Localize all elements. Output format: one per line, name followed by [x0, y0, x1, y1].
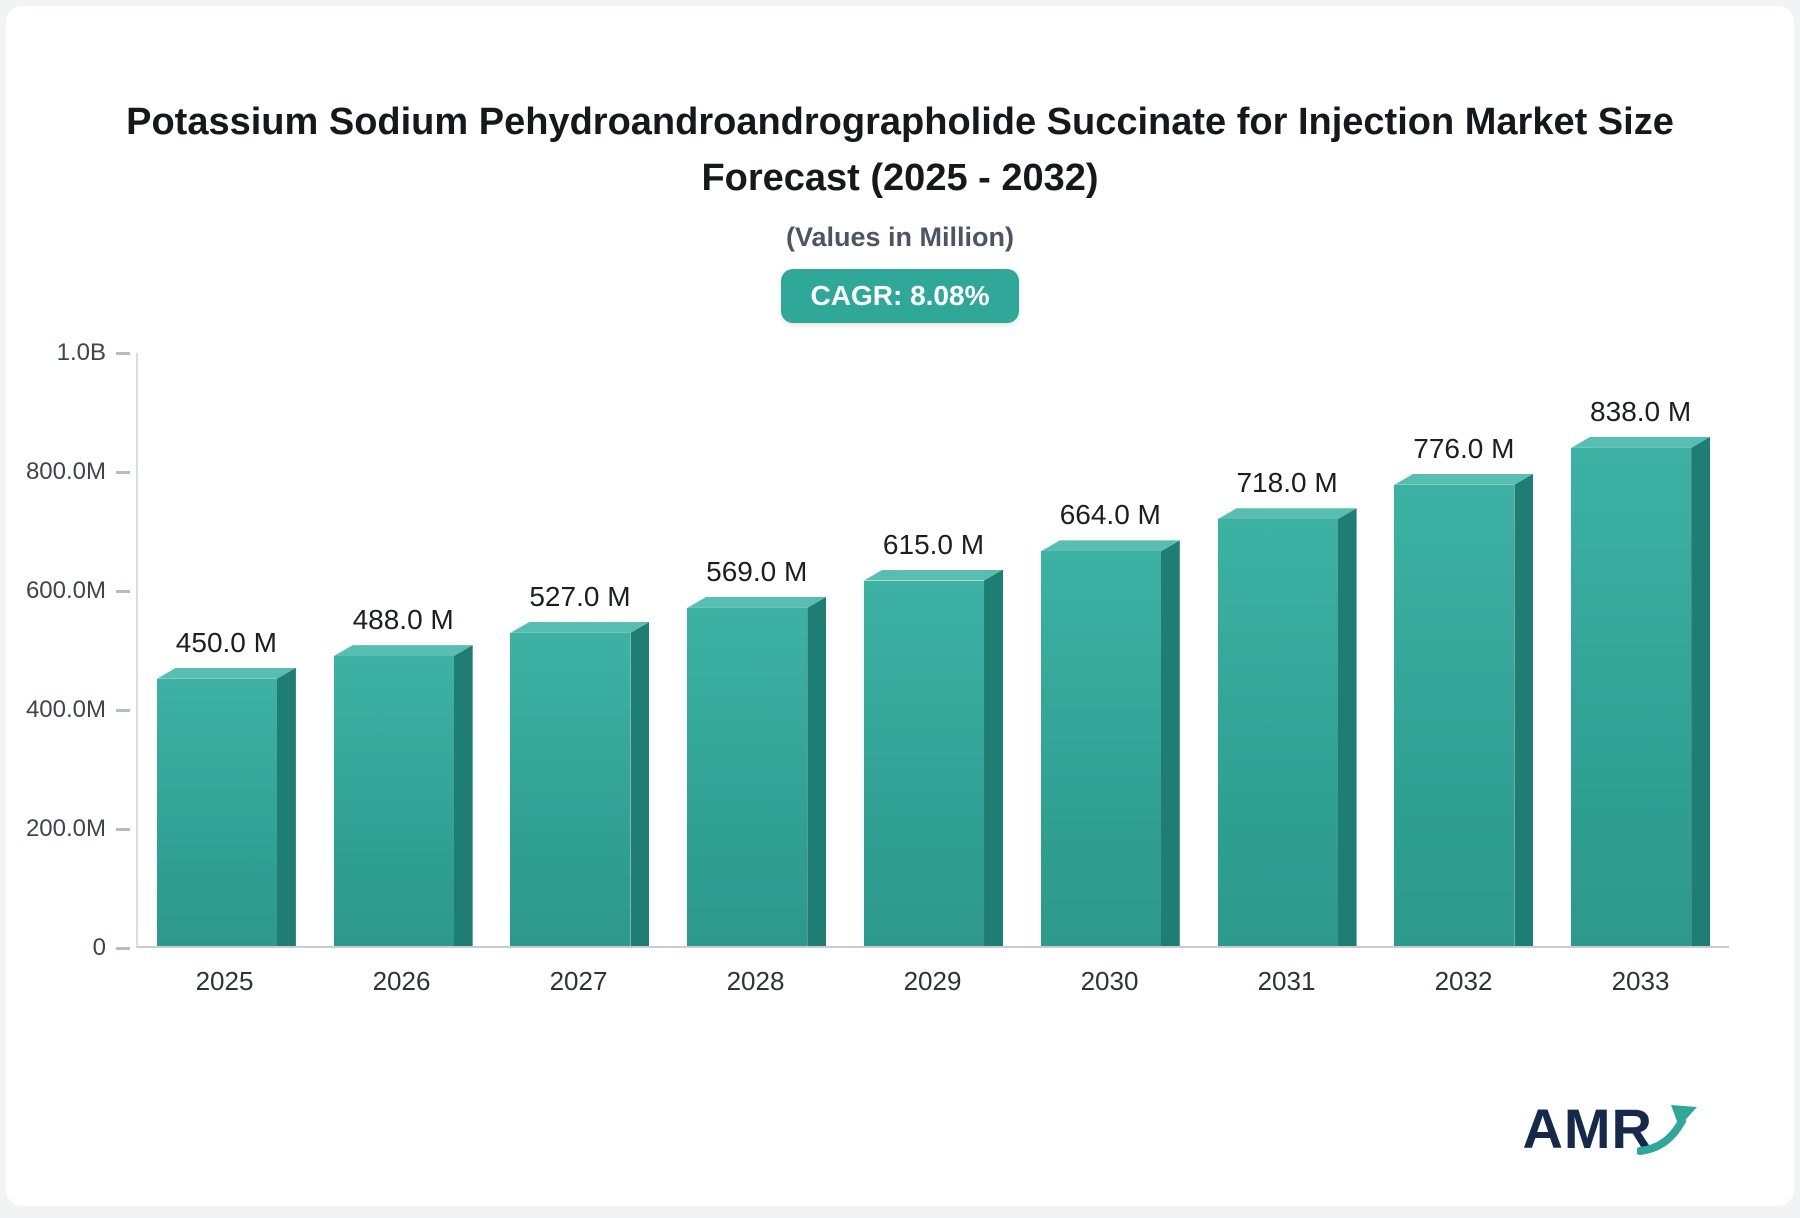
bar-front-face	[687, 607, 808, 947]
bar-slot: 527.0 M	[492, 353, 669, 947]
bar-front-face	[156, 678, 277, 947]
bar-side-face	[1337, 508, 1357, 947]
bar[interactable]	[864, 569, 1004, 947]
bar-slot: 488.0 M	[315, 353, 492, 947]
bar-top-face	[1394, 473, 1534, 485]
bar-side-face	[807, 596, 827, 947]
y-axis: 0 200.0M 400.0M 600.0M 800.0M 1.0B	[6, 339, 136, 961]
bar-slot: 664.0 M	[1022, 353, 1199, 947]
bar[interactable]	[333, 645, 473, 947]
y-tick-label: 600.0M	[25, 577, 106, 605]
bar-side-face	[984, 569, 1004, 947]
bar-top-face	[156, 667, 296, 679]
bar-front-face	[1217, 519, 1338, 947]
bar-value-label: 664.0 M	[1059, 499, 1161, 531]
bar[interactable]	[1040, 540, 1180, 947]
x-axis-label: 2032	[1434, 966, 1493, 997]
y-tick-label: 400.0M	[25, 696, 106, 724]
y-tick: 0	[93, 934, 136, 962]
cagr-badge: CAGR: 8.08%	[780, 269, 1020, 324]
bar-value-label: 569.0 M	[706, 555, 808, 587]
y-tick-mark	[116, 946, 130, 950]
y-tick: 1.0B	[57, 339, 136, 367]
bar-value-label: 488.0 M	[352, 604, 454, 636]
y-tick-mark	[116, 351, 130, 355]
chart-title: Potassium Sodium Pehydroandroandrographo…	[126, 101, 1674, 200]
y-tick: 600.0M	[26, 577, 136, 605]
y-tick-mark	[116, 589, 130, 593]
bar-side-face	[1160, 540, 1180, 947]
x-axis-label: 2033	[1611, 966, 1670, 997]
bar-side-face	[1691, 436, 1711, 947]
bar-front-face	[1394, 484, 1515, 947]
bar-side-face	[276, 667, 296, 947]
x-axis-label: 2026	[372, 966, 431, 997]
cagr-badge-wrap: CAGR: 8.08%	[6, 269, 1794, 324]
bar-top-face	[687, 596, 827, 608]
amr-logo: AMR	[1522, 1096, 1699, 1161]
y-tick-mark	[116, 708, 130, 712]
y-tick-label: 1.0B	[56, 339, 106, 367]
bar-slot: 718.0 M	[1199, 353, 1376, 947]
x-axis-label: 2028	[726, 966, 785, 997]
bar-front-face	[1571, 447, 1692, 947]
x-axis-label: 2031	[1257, 966, 1316, 997]
bar-front-face	[333, 656, 454, 947]
chart-subtitle: (Values in Million)	[785, 222, 1015, 253]
bar-side-face	[1514, 473, 1534, 947]
y-tick-label: 200.0M	[25, 815, 106, 843]
bar-value-label: 615.0 M	[882, 528, 985, 560]
bar-side-face	[630, 621, 650, 947]
bar-front-face	[510, 632, 631, 947]
bar[interactable]	[1217, 508, 1357, 947]
bar-value-label: 776.0 M	[1413, 432, 1515, 464]
bar-front-face	[864, 580, 985, 947]
logo-arrow-icon	[1637, 1105, 1697, 1155]
bar-top-face	[333, 645, 473, 657]
x-axis-label: 2025	[195, 966, 254, 997]
bar[interactable]	[510, 621, 650, 947]
y-tick-label: 800.0M	[25, 458, 106, 486]
bar[interactable]	[1394, 473, 1534, 947]
bar-side-face	[453, 645, 473, 947]
chart-card: Potassium Sodium Pehydroandroandrographo…	[6, 6, 1794, 1206]
x-axis-label: 2029	[903, 966, 962, 997]
bar[interactable]	[1571, 436, 1711, 947]
bars-container: 450.0 M 488.0 M 527.0 M 569.0 M 615.0 M 664.0…	[138, 353, 1729, 947]
bar-top-face	[1040, 540, 1180, 552]
y-tick: 200.0M	[26, 815, 136, 843]
bar-slot: 569.0 M	[668, 353, 845, 947]
bar-slot: 615.0 M	[845, 353, 1022, 947]
bar-top-face	[1217, 508, 1357, 520]
bar-value-label: 450.0 M	[175, 626, 277, 658]
y-tick-mark	[116, 827, 130, 831]
x-axis-label: 2030	[1080, 966, 1139, 997]
x-axis-label: 2027	[549, 966, 608, 997]
bar-top-face	[510, 621, 650, 633]
logo-text: AMR	[1522, 1097, 1653, 1160]
bar-slot: 838.0 M	[1552, 353, 1729, 947]
bar-slot: 450.0 M	[138, 353, 315, 947]
bar-slot: 776.0 M	[1375, 353, 1552, 947]
bar[interactable]	[156, 667, 296, 947]
y-tick: 400.0M	[26, 696, 136, 724]
bar-value-label: 527.0 M	[529, 580, 631, 612]
bar-front-face	[1040, 551, 1161, 947]
bar-top-face	[864, 569, 1004, 581]
bar-value-label: 838.0 M	[1590, 395, 1692, 427]
bar-value-label: 718.0 M	[1236, 467, 1338, 499]
bar-top-face	[1571, 436, 1711, 448]
bar[interactable]	[687, 596, 827, 947]
plot-area: 450.0 M 488.0 M 527.0 M 569.0 M 615.0 M 664.0…	[136, 353, 1729, 949]
y-tick-mark	[116, 470, 130, 474]
y-tick: 800.0M	[26, 458, 136, 486]
y-tick-label: 0	[92, 934, 106, 962]
x-axis-labels: 2025 2026 2027 2028 2029 2030 2031 2032 2033	[136, 966, 1729, 997]
chart: 0 200.0M 400.0M 600.0M 800.0M 1.0B 450.0 M 488…	[6, 339, 1794, 997]
